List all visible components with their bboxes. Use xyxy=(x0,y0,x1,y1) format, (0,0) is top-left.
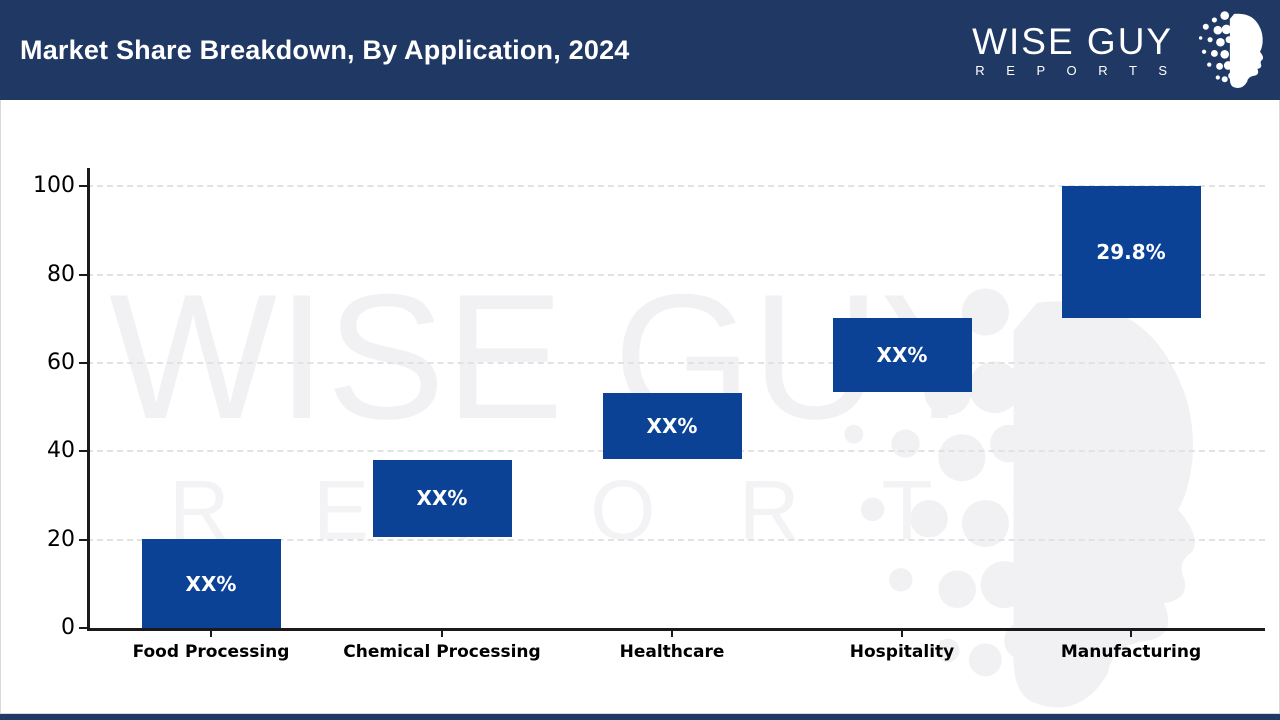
bar-segment: 29.8% xyxy=(1061,186,1201,318)
x-axis-category-label: Manufacturing xyxy=(1060,642,1202,662)
x-axis-tick xyxy=(901,630,903,637)
y-gridline xyxy=(87,361,1265,364)
bar-value-label: XX% xyxy=(876,342,928,367)
y-gridline xyxy=(87,538,1265,541)
y-axis-tick-label: 0 xyxy=(61,615,75,640)
y-axis-tick xyxy=(79,185,87,188)
x-axis-category-label: Food Processing xyxy=(132,642,290,662)
y-axis-tick xyxy=(79,361,87,364)
chart-card: WISE GUY R E P O R T S 0 20 40 60 80 100 XX% Fo… xyxy=(0,100,1280,714)
y-axis-tick-label: 40 xyxy=(47,438,75,464)
x-axis-tick xyxy=(671,630,673,637)
y-axis-line xyxy=(87,168,90,631)
wise-guy-head-icon xyxy=(1198,11,1264,88)
y-axis-tick-label: 60 xyxy=(47,349,75,375)
logo-wordmark: WISE GUY xyxy=(972,21,1174,62)
footer-bar xyxy=(0,714,1280,720)
bar-segment: XX% xyxy=(141,539,281,628)
y-axis-tick-label: 20 xyxy=(47,526,75,552)
bar-segment: XX% xyxy=(372,459,512,537)
x-axis-category-label: Hospitality xyxy=(849,642,955,662)
y-axis-tick xyxy=(79,450,87,453)
y-axis-tick-label: 100 xyxy=(33,173,75,199)
y-gridline xyxy=(87,185,1265,188)
bar-segment: XX% xyxy=(602,392,742,460)
x-axis-line xyxy=(87,628,1265,631)
bar-segment: XX% xyxy=(832,317,972,392)
bar-value-label: XX% xyxy=(646,413,698,438)
x-axis-category-label: Healthcare xyxy=(619,642,725,662)
y-axis-tick-label: 80 xyxy=(47,261,75,287)
bar-value-label: XX% xyxy=(416,486,468,511)
chart-title: Market Share Breakdown, By Application, … xyxy=(20,34,630,65)
bar-value-label: 29.8% xyxy=(1096,240,1166,265)
y-axis-tick xyxy=(79,627,87,629)
x-axis-category-label: Chemical Processing xyxy=(343,642,541,662)
x-axis-tick xyxy=(441,630,443,637)
y-axis-tick xyxy=(79,273,87,276)
brand-logo-text: WISE GUY R E P O R T S xyxy=(969,23,1176,77)
y-gridline xyxy=(87,273,1265,276)
bar-value-label: XX% xyxy=(185,571,237,596)
header-bar: Market Share Breakdown, By Application, … xyxy=(0,0,1280,100)
y-axis-tick xyxy=(79,538,87,541)
brand-logo: WISE GUY R E P O R T S xyxy=(969,0,1266,100)
x-axis-tick xyxy=(1130,630,1132,637)
x-axis-tick xyxy=(210,630,212,637)
logo-subtext: R E P O R T S xyxy=(975,63,1176,78)
